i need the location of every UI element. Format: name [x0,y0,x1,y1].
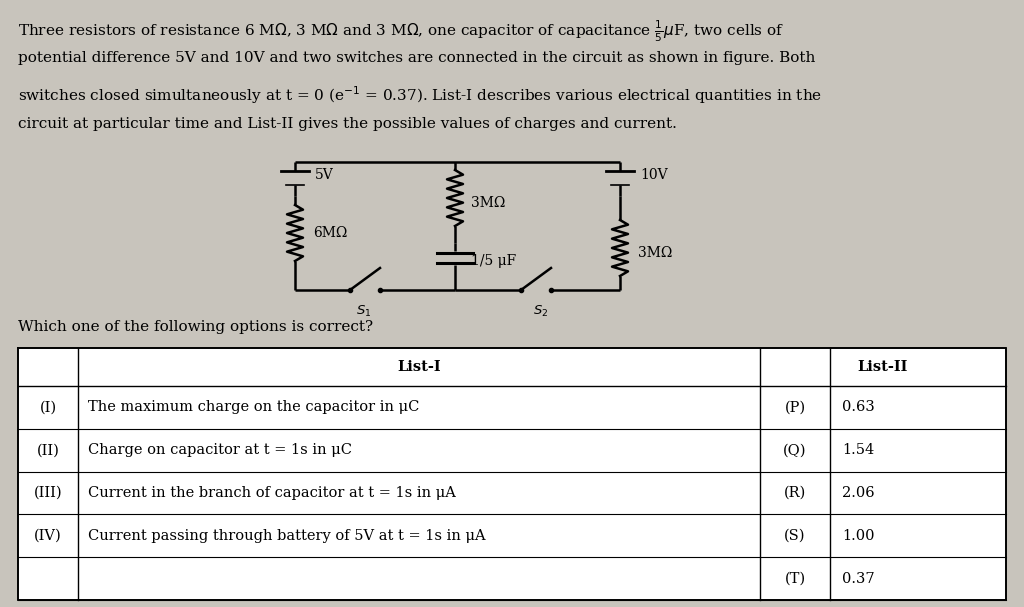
Text: 6MΩ: 6MΩ [313,226,347,240]
Text: (I): (I) [40,401,56,415]
Text: $S_1$: $S_1$ [356,304,372,319]
Text: 2.06: 2.06 [842,486,874,500]
Text: (Q): (Q) [783,443,807,457]
Text: (IV): (IV) [34,529,61,543]
Text: Current in the branch of capacitor at t = 1s in μA: Current in the branch of capacitor at t … [88,486,456,500]
Text: $S_2$: $S_2$ [534,304,549,319]
FancyBboxPatch shape [18,348,1006,600]
Text: List-I: List-I [397,360,440,374]
Text: (III): (III) [34,486,62,500]
Text: (II): (II) [37,443,59,457]
Text: 1.54: 1.54 [842,443,874,457]
Text: Three resistors of resistance 6 M$\Omega$, 3 M$\Omega$ and 3 M$\Omega$, one capa: Three resistors of resistance 6 M$\Omega… [18,18,784,44]
Text: (P): (P) [784,401,806,415]
Text: 3MΩ: 3MΩ [638,246,673,260]
Text: 1.00: 1.00 [842,529,874,543]
Text: 5V: 5V [315,168,334,182]
Text: 0.63: 0.63 [842,401,874,415]
Text: 10V: 10V [640,168,668,182]
Text: 1/5 μF: 1/5 μF [471,254,516,268]
Text: The maximum charge on the capacitor in μC: The maximum charge on the capacitor in μ… [88,401,420,415]
Text: switches closed simultaneously at t = 0 (e$^{-1}$ = 0.37). List-I describes vari: switches closed simultaneously at t = 0 … [18,84,822,106]
Text: Current passing through battery of 5V at t = 1s in μA: Current passing through battery of 5V at… [88,529,485,543]
Text: (T): (T) [784,572,806,586]
Text: (R): (R) [784,486,806,500]
Text: 0.37: 0.37 [842,572,874,586]
Text: circuit at particular time and List-II gives the possible values of charges and : circuit at particular time and List-II g… [18,117,677,131]
Text: (S): (S) [784,529,806,543]
Text: List-II: List-II [858,360,908,374]
Text: 3MΩ: 3MΩ [471,196,506,210]
Text: Charge on capacitor at t = 1s in μC: Charge on capacitor at t = 1s in μC [88,443,352,457]
Text: potential difference 5V and 10V and two switches are connected in the circuit as: potential difference 5V and 10V and two … [18,51,815,65]
Text: Which one of the following options is correct?: Which one of the following options is co… [18,320,373,334]
